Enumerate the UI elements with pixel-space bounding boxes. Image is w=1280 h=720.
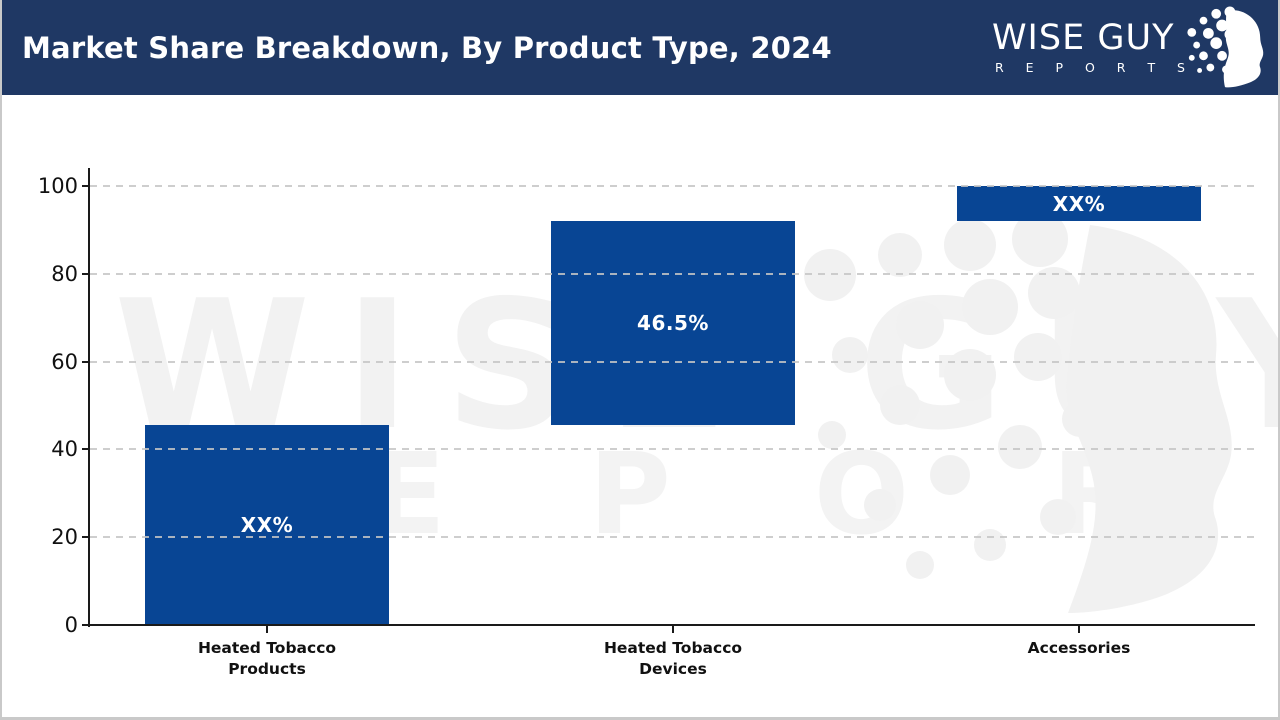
x-tick-mark xyxy=(672,625,674,633)
x-tick-label-line: Heated Tobacco xyxy=(197,639,337,657)
y-tick-mark xyxy=(82,360,90,363)
plot-area: WISE GUY R E P O R T S XX%46.5%XX%020406… xyxy=(2,95,1278,717)
y-tick-label: 40 xyxy=(51,437,78,462)
gridline xyxy=(90,185,1255,187)
watermark-face xyxy=(804,215,1232,613)
gridline xyxy=(90,536,1255,539)
logo-face-icon xyxy=(1187,5,1264,87)
x-tick-label: Heated Tobacco Devices xyxy=(513,638,833,680)
wiseguy-logo: WISE GUY R E P O R T S xyxy=(992,5,1270,91)
logo-subtext: R E P O R T S xyxy=(994,59,1194,75)
logo-text: WISE GUY R E P O R T S xyxy=(991,17,1194,75)
chart-title: Market Share Breakdown, By Product Type,… xyxy=(22,30,832,65)
y-tick-label: 0 xyxy=(64,613,78,637)
x-tick-label: Accessories xyxy=(919,638,1239,659)
gridline xyxy=(90,448,1255,451)
bar: XX% xyxy=(957,186,1201,222)
y-tick-mark xyxy=(82,272,90,275)
logo-wordmark: WISE GUY xyxy=(991,17,1175,58)
bar: XX% xyxy=(145,425,389,625)
x-tick-label-line: Devices xyxy=(639,660,707,678)
y-tick-mark xyxy=(82,185,90,187)
y-tick-mark xyxy=(82,448,90,451)
y-axis-line xyxy=(88,168,90,627)
y-tick-label: 20 xyxy=(51,525,78,550)
x-tick-mark xyxy=(1078,625,1080,633)
x-tick-label-line: Heated Tobacco xyxy=(603,639,743,657)
bar-value-label: XX% xyxy=(1052,191,1106,216)
gridline xyxy=(90,272,1255,275)
gridline xyxy=(90,360,1255,363)
x-tick-mark xyxy=(266,625,268,633)
y-tick-label: 100 xyxy=(37,174,78,198)
bar-value-label: XX% xyxy=(240,513,294,538)
header-bar: Market Share Breakdown, By Product Type,… xyxy=(2,0,1278,95)
x-tick-label-line: Products xyxy=(228,660,306,678)
bar-value-label: 46.5% xyxy=(637,311,709,336)
bar-chart: WISE GUY R E P O R T S XX%46.5%XX%020406… xyxy=(2,95,1278,717)
y-tick-mark xyxy=(82,536,90,539)
y-tick-label: 80 xyxy=(51,261,78,286)
y-tick-mark xyxy=(82,624,90,626)
x-axis-line xyxy=(88,624,1255,626)
y-tick-label: 60 xyxy=(51,349,78,374)
x-tick-label-line: Accessories xyxy=(1027,639,1131,657)
x-tick-label: Heated Tobacco Products xyxy=(107,638,427,680)
bar: 46.5% xyxy=(551,221,795,426)
